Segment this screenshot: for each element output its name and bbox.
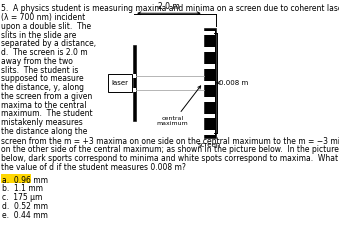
Text: away from the two: away from the two [1, 57, 73, 66]
Text: d.  The screen is 2.0 m: d. The screen is 2.0 m [1, 48, 88, 57]
Text: slits in the slide are: slits in the slide are [1, 31, 77, 40]
Text: e.  0.44 mm: e. 0.44 mm [2, 210, 48, 219]
FancyBboxPatch shape [204, 64, 215, 68]
Text: the distance along the: the distance along the [1, 127, 88, 136]
FancyBboxPatch shape [204, 114, 215, 118]
Text: upon a double slit.  The: upon a double slit. The [1, 22, 92, 31]
Text: slits.  The student is: slits. The student is [1, 66, 79, 75]
Text: below, dark sports correspond to minima and white spots correspond to maxima.  W: below, dark sports correspond to minima … [1, 154, 339, 163]
Text: 2.0 m: 2.0 m [158, 2, 180, 11]
Text: mistakenly measures: mistakenly measures [1, 118, 83, 127]
FancyBboxPatch shape [1, 174, 31, 183]
FancyBboxPatch shape [133, 88, 136, 92]
FancyBboxPatch shape [204, 130, 215, 135]
Text: on the other side of the central maximum; as shown in the picture below.  In the: on the other side of the central maximum… [1, 145, 339, 154]
Text: 5.  A physics student is measuring maxima and minima on a screen due to coherent: 5. A physics student is measuring maxima… [1, 4, 339, 13]
FancyBboxPatch shape [204, 97, 215, 102]
Text: 0.008 m: 0.008 m [219, 80, 248, 86]
Text: screen from the m = +3 maxima on one side on the central maximum to the m = −3 m: screen from the m = +3 maxima on one sid… [1, 137, 339, 146]
Text: b.  1.1 mm: b. 1.1 mm [2, 184, 43, 193]
Text: central
maximum: central maximum [157, 116, 188, 127]
Text: screen: screen [198, 141, 221, 147]
Text: laser: laser [112, 80, 128, 86]
Text: the value of d if the student measures 0.008 m?: the value of d if the student measures 0… [1, 163, 186, 172]
FancyBboxPatch shape [204, 31, 215, 35]
FancyBboxPatch shape [133, 74, 136, 78]
Text: a.  0.96 mm: a. 0.96 mm [2, 176, 48, 185]
Text: supposed to measure: supposed to measure [1, 74, 84, 83]
FancyBboxPatch shape [108, 74, 132, 92]
FancyBboxPatch shape [204, 28, 216, 137]
Text: maximum.  The student: maximum. The student [1, 109, 93, 118]
Text: the distance, y, along: the distance, y, along [1, 83, 84, 92]
FancyBboxPatch shape [204, 47, 215, 52]
Text: separated by a distance,: separated by a distance, [1, 39, 97, 48]
FancyBboxPatch shape [133, 45, 136, 121]
Text: the screen from a given: the screen from a given [1, 92, 93, 101]
FancyBboxPatch shape [204, 81, 215, 85]
Text: d.  0.52 mm: d. 0.52 mm [2, 202, 48, 211]
Text: (λ = 700 nm) incident: (λ = 700 nm) incident [1, 13, 86, 22]
Text: maxima to the central: maxima to the central [1, 100, 87, 109]
Text: c.  175 μm: c. 175 μm [2, 193, 42, 202]
